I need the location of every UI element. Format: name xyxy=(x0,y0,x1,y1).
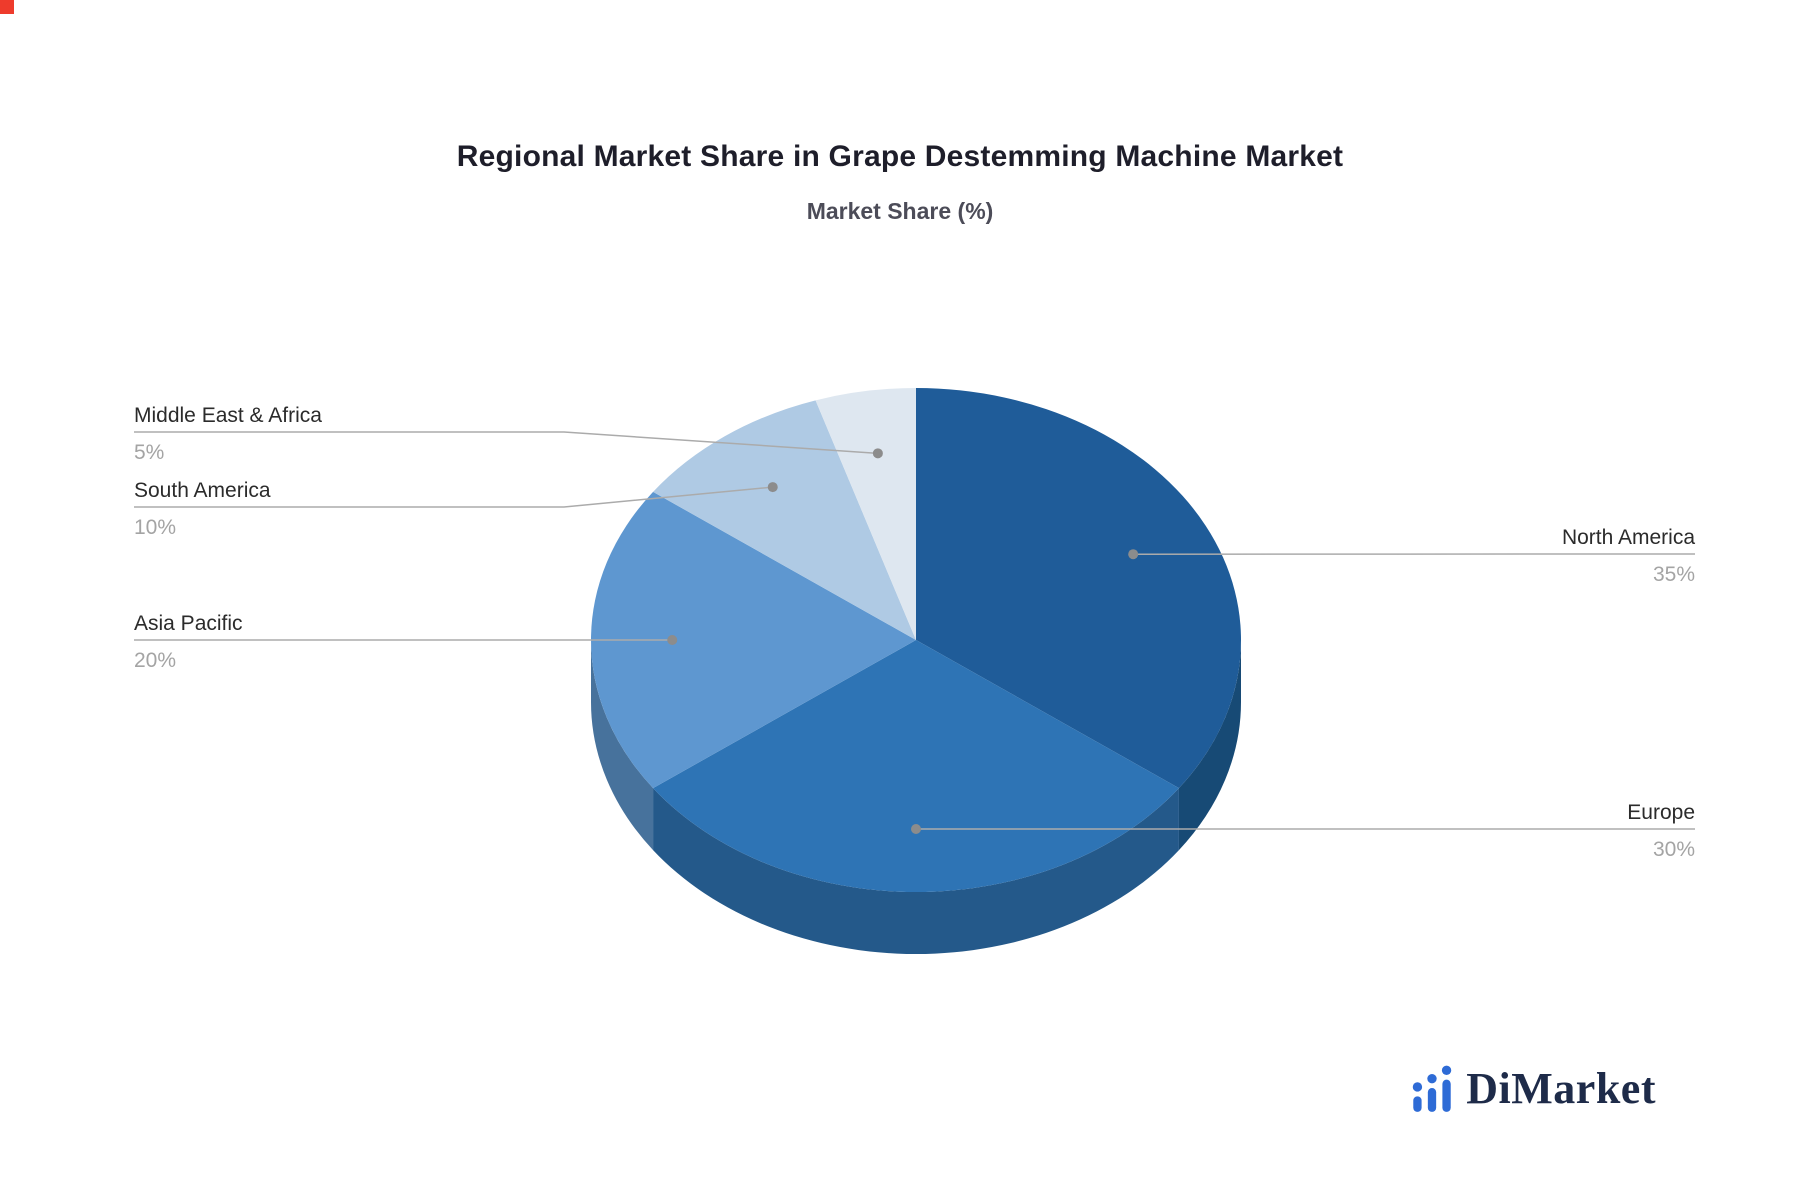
slice-percent-south-america: 10% xyxy=(134,516,177,539)
slice-label-middle-east-africa: Middle East & Africa xyxy=(134,404,322,427)
leader-dot-middle-east-africa xyxy=(872,448,883,459)
leader-dot-europe xyxy=(911,824,921,834)
pie-side-europe xyxy=(653,788,1179,954)
slice-label-europe: Europe xyxy=(1627,801,1695,824)
pie-side-asia-pacific xyxy=(591,640,654,851)
slice-percent-asia-pacific: 20% xyxy=(134,649,177,672)
leader-line-south-america xyxy=(134,486,773,508)
slice-label-south-america: South America xyxy=(134,479,271,502)
chart-subtitle: Market Share (%) xyxy=(806,198,994,224)
slice-label-north-america: North America xyxy=(1561,526,1695,549)
leader-dot-asia-pacific xyxy=(667,635,678,645)
dimarket-logo: DiMarket xyxy=(1410,1062,1656,1114)
slice-percent-middle-east-africa: 5% xyxy=(134,441,165,464)
slice-percent-europe: 30% xyxy=(1652,838,1695,861)
pie-slice-north-america xyxy=(916,388,1241,789)
pie-slice-south-america xyxy=(653,400,916,640)
pie-slice-asia-pacific xyxy=(590,491,916,789)
logo-text: DiMarket xyxy=(1466,1063,1656,1113)
leader-dot-south-america xyxy=(767,482,778,493)
slice-percent-north-america: 35% xyxy=(1652,563,1695,586)
chart-title: Regional Market Share in Grape Destemmin… xyxy=(456,140,1344,173)
slice-label-asia-pacific: Asia Pacific xyxy=(134,612,243,635)
leader-line-middle-east-africa xyxy=(134,431,878,455)
leader-dot-north-america xyxy=(1128,549,1139,560)
screen-corner-marker xyxy=(0,0,14,14)
bar-chart-icon xyxy=(1413,1065,1452,1112)
pie-side-north-america xyxy=(1178,640,1241,851)
